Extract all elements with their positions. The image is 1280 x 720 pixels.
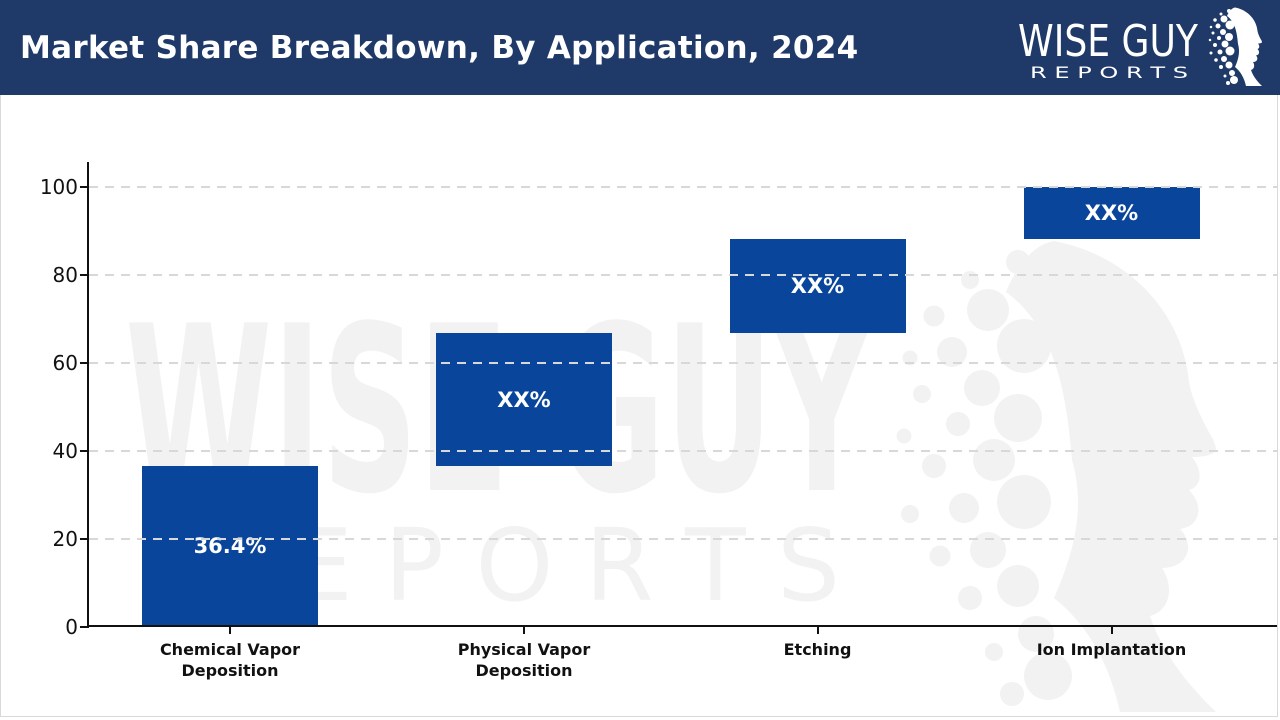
brand-logo: WISE GUY R E P O R T S (1018, 7, 1262, 86)
y-tick-mark (80, 449, 89, 452)
bar-1: 36.4% (142, 466, 318, 627)
gridline-y40 (89, 449, 1277, 452)
x-tick-mark (816, 627, 819, 634)
y-tick-label: 20 (52, 526, 78, 551)
gridline-y60 (89, 361, 1277, 364)
x-tick-mark (229, 627, 231, 634)
bar-2: XX% (436, 333, 612, 467)
y-tick-label: 100 (39, 174, 78, 199)
y-tick-label: 40 (52, 438, 78, 463)
x-axis-line (87, 625, 1277, 627)
y-tick-label: 80 (52, 262, 78, 287)
x-tick-mark (1110, 627, 1113, 634)
y-tick-mark (80, 361, 89, 364)
logo-face-icon (1208, 7, 1262, 86)
x-category-label: Ion Implantation (1036, 640, 1187, 659)
x-category-label: Chemical Vapor Deposition (159, 640, 301, 680)
x-category-label: Etching (783, 640, 852, 659)
gridline-y80 (89, 273, 1277, 276)
header: Market Share Breakdown, By Application, … (0, 0, 1280, 95)
y-tick-mark (80, 185, 89, 188)
y-tick-mark (80, 273, 89, 276)
bar-value-label: XX% (790, 274, 845, 299)
y-tick-mark (80, 625, 89, 628)
bar-4: XX% (1023, 187, 1200, 240)
gridline-y100 (89, 185, 1277, 188)
bar-value-label: XX% (1084, 201, 1139, 226)
bar-value-label: XX% (497, 387, 551, 412)
bar-3: XX% (729, 239, 906, 334)
y-tick-label: 0 (65, 614, 78, 639)
logo-tagline-text: R E P O R T S (1030, 63, 1188, 82)
y-tick-label: 60 (52, 350, 78, 375)
logo-brand-text: WISE GUY (1018, 16, 1198, 67)
gridline-y20 (89, 537, 1277, 540)
chart-title: Market Share Breakdown, By Application, … (20, 29, 859, 66)
y-tick-mark (80, 537, 89, 540)
y-axis-line (87, 162, 89, 627)
x-tick-mark (523, 627, 525, 634)
x-category-label: Physical Vapor Deposition (457, 640, 591, 680)
